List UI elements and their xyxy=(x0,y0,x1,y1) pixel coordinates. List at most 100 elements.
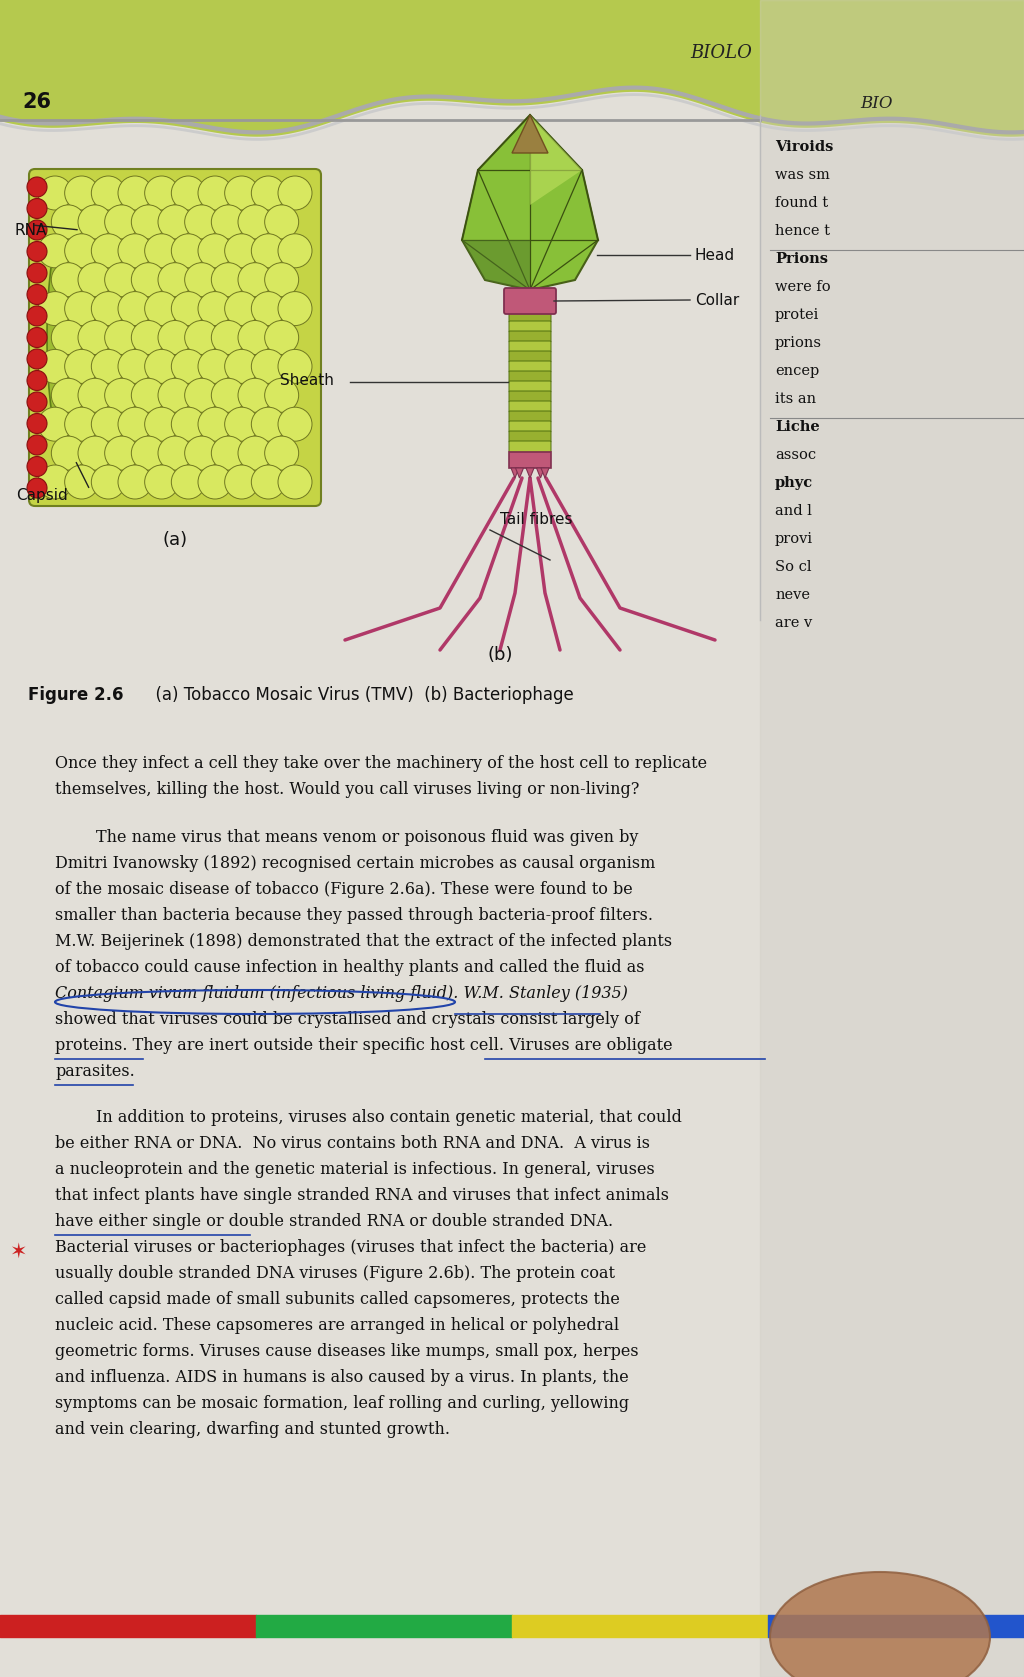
Circle shape xyxy=(264,436,299,470)
Circle shape xyxy=(198,176,232,210)
FancyBboxPatch shape xyxy=(509,371,551,382)
Ellipse shape xyxy=(770,1571,990,1677)
Circle shape xyxy=(27,349,47,369)
Circle shape xyxy=(27,220,47,240)
Circle shape xyxy=(91,292,125,325)
Text: a nucleoprotein and the genetic material is infectious. In general, viruses: a nucleoprotein and the genetic material… xyxy=(55,1160,654,1177)
Text: neve: neve xyxy=(775,589,810,602)
Text: phyc: phyc xyxy=(775,476,813,490)
Circle shape xyxy=(238,263,272,297)
Circle shape xyxy=(65,292,98,325)
Circle shape xyxy=(251,292,286,325)
Circle shape xyxy=(38,233,72,268)
Circle shape xyxy=(264,320,299,354)
Circle shape xyxy=(158,320,193,354)
Text: Contagium vivum fluidum (infectious living fluid). W.M. Stanley (1935): Contagium vivum fluidum (infectious livi… xyxy=(55,984,628,1001)
FancyBboxPatch shape xyxy=(509,411,551,423)
Circle shape xyxy=(224,176,259,210)
Circle shape xyxy=(171,176,206,210)
Ellipse shape xyxy=(47,231,79,443)
Circle shape xyxy=(38,292,72,325)
Circle shape xyxy=(51,379,85,413)
Circle shape xyxy=(51,436,85,470)
Text: ✶: ✶ xyxy=(9,1243,27,1263)
Text: themselves, killing the host. Would you call viruses living or non-living?: themselves, killing the host. Would you … xyxy=(55,781,639,798)
Text: Head: Head xyxy=(695,248,735,263)
Circle shape xyxy=(91,176,125,210)
FancyBboxPatch shape xyxy=(504,288,556,314)
FancyBboxPatch shape xyxy=(509,320,551,332)
Text: Dmitri Ivanowsky (1892) recognised certain microbes as causal organism: Dmitri Ivanowsky (1892) recognised certa… xyxy=(55,855,655,872)
Polygon shape xyxy=(462,240,530,290)
Circle shape xyxy=(65,349,98,384)
Circle shape xyxy=(38,349,72,384)
Text: BIOLO: BIOLO xyxy=(690,44,752,62)
Circle shape xyxy=(278,176,312,210)
Circle shape xyxy=(224,349,259,384)
Polygon shape xyxy=(512,116,548,153)
FancyBboxPatch shape xyxy=(509,431,551,443)
Circle shape xyxy=(38,408,72,441)
Circle shape xyxy=(27,371,47,391)
Circle shape xyxy=(104,263,138,297)
Circle shape xyxy=(251,408,286,441)
Circle shape xyxy=(27,392,47,413)
Circle shape xyxy=(78,205,112,238)
Text: Once they infect a cell they take over the machinery of the host cell to replica: Once they infect a cell they take over t… xyxy=(55,755,708,771)
Polygon shape xyxy=(526,468,534,478)
Text: Liche: Liche xyxy=(775,419,820,434)
Circle shape xyxy=(144,465,178,500)
Polygon shape xyxy=(530,116,582,205)
Circle shape xyxy=(144,408,178,441)
FancyBboxPatch shape xyxy=(509,391,551,402)
Circle shape xyxy=(158,263,193,297)
Text: Prions: Prions xyxy=(775,252,828,267)
Circle shape xyxy=(198,465,232,500)
Text: be either RNA or DNA.  No virus contains both RNA and DNA.  A virus is: be either RNA or DNA. No virus contains … xyxy=(55,1135,650,1152)
Circle shape xyxy=(264,379,299,413)
Circle shape xyxy=(27,414,47,433)
Circle shape xyxy=(224,233,259,268)
Text: that infect plants have single stranded RNA and viruses that infect animals: that infect plants have single stranded … xyxy=(55,1187,669,1204)
Circle shape xyxy=(27,263,47,283)
Circle shape xyxy=(91,465,125,500)
Polygon shape xyxy=(0,92,1024,1677)
Circle shape xyxy=(184,205,219,238)
Circle shape xyxy=(184,436,219,470)
Circle shape xyxy=(104,436,138,470)
Polygon shape xyxy=(515,468,523,478)
FancyBboxPatch shape xyxy=(29,169,321,506)
Text: proteins. They are inert outside their specific host cell. Viruses are obligate: proteins. They are inert outside their s… xyxy=(55,1036,673,1055)
FancyBboxPatch shape xyxy=(509,441,551,453)
FancyBboxPatch shape xyxy=(509,350,551,362)
Text: (a) Tobacco Mosaic Virus (TMV)  (b) Bacteriophage: (a) Tobacco Mosaic Virus (TMV) (b) Bacte… xyxy=(145,686,573,704)
FancyBboxPatch shape xyxy=(509,310,551,322)
Circle shape xyxy=(118,176,152,210)
Circle shape xyxy=(238,205,272,238)
Circle shape xyxy=(104,379,138,413)
FancyBboxPatch shape xyxy=(509,381,551,392)
Text: nucleic acid. These capsomeres are arranged in helical or polyhedral: nucleic acid. These capsomeres are arran… xyxy=(55,1316,620,1333)
Circle shape xyxy=(65,233,98,268)
Circle shape xyxy=(251,233,286,268)
Text: Sheath: Sheath xyxy=(280,372,334,387)
Text: parasites.: parasites. xyxy=(55,1063,135,1080)
Circle shape xyxy=(91,349,125,384)
Circle shape xyxy=(198,349,232,384)
Text: and l: and l xyxy=(775,505,812,518)
Circle shape xyxy=(91,233,125,268)
Circle shape xyxy=(278,465,312,500)
Circle shape xyxy=(251,176,286,210)
Circle shape xyxy=(211,320,246,354)
Circle shape xyxy=(211,379,246,413)
Text: Tail fibres: Tail fibres xyxy=(500,513,572,528)
Circle shape xyxy=(118,465,152,500)
FancyBboxPatch shape xyxy=(509,401,551,413)
Circle shape xyxy=(27,456,47,476)
Circle shape xyxy=(198,408,232,441)
Circle shape xyxy=(27,305,47,325)
Circle shape xyxy=(198,233,232,268)
Circle shape xyxy=(238,320,272,354)
Text: RNA: RNA xyxy=(14,223,46,238)
Circle shape xyxy=(211,436,246,470)
